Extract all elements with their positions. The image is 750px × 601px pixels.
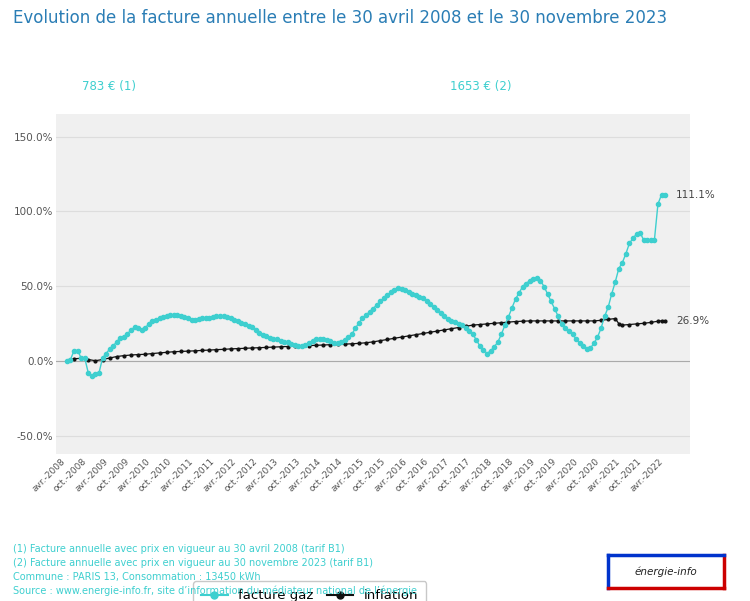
Text: 1653 € (2): 1653 € (2) [450,80,512,93]
Text: énergie-info: énergie-info [634,566,697,576]
Text: 111.1%: 111.1% [676,190,716,200]
Text: 783 € (1): 783 € (1) [82,80,136,93]
Legend: facture gaz, inflation: facture gaz, inflation [194,581,426,601]
Text: Evolution de la facture annuelle entre le 30 avril 2008 et le 30 novembre 2023: Evolution de la facture annuelle entre l… [13,9,668,27]
Text: Source : www.energie-info.fr, site d’information du médiateur national de l’éner: Source : www.energie-info.fr, site d’inf… [13,585,418,596]
Text: Commune : PARIS 13, Consommation : 13450 kWh: Commune : PARIS 13, Consommation : 13450… [13,572,261,582]
Text: (1) Facture annuelle avec prix en vigueur au 30 avril 2008 (tarif B1): (1) Facture annuelle avec prix en vigueu… [13,544,345,554]
Text: 26.9%: 26.9% [676,316,709,326]
Text: (2) Facture annuelle avec prix en vigueur au 30 novembre 2023 (tarif B1): (2) Facture annuelle avec prix en vigueu… [13,558,374,568]
